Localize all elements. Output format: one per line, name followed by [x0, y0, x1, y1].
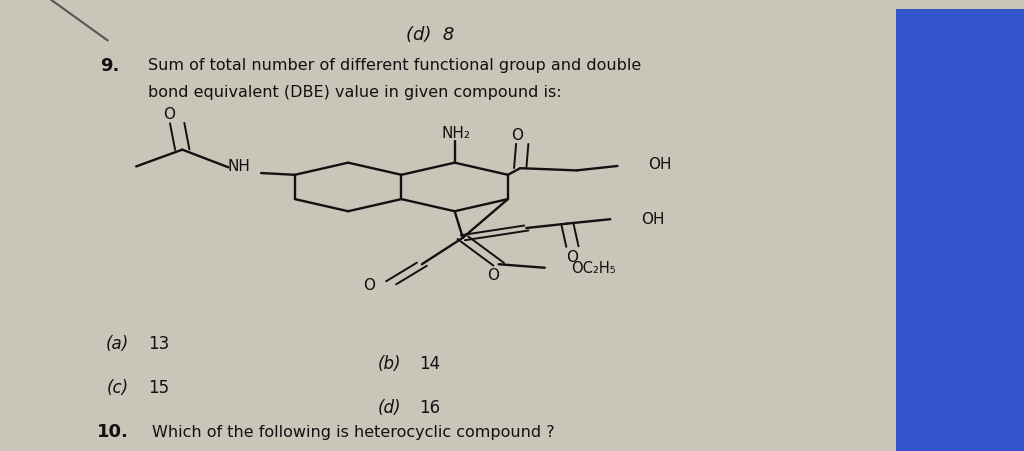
Text: NH₂: NH₂	[441, 126, 470, 141]
Text: O: O	[487, 267, 500, 282]
Text: (b): (b)	[378, 354, 400, 372]
Text: OC₂H₅: OC₂H₅	[571, 261, 616, 276]
Text: O: O	[362, 278, 375, 293]
Text: 15: 15	[148, 378, 169, 396]
Text: 9.: 9.	[100, 56, 120, 74]
Text: O: O	[511, 127, 523, 143]
Text: OH: OH	[648, 157, 672, 172]
Text: bond equivalent (DBE) value in given compound is:: bond equivalent (DBE) value in given com…	[148, 84, 562, 99]
Text: OH: OH	[641, 212, 665, 226]
Text: (d): (d)	[378, 398, 400, 416]
Text: (c): (c)	[106, 378, 129, 396]
Text: Which of the following is heterocyclic compound ?: Which of the following is heterocyclic c…	[152, 423, 554, 439]
Polygon shape	[896, 10, 1024, 451]
Text: O: O	[163, 107, 175, 122]
Text: Sum of total number of different functional group and double: Sum of total number of different functio…	[148, 58, 642, 73]
Text: 14: 14	[420, 354, 440, 372]
Text: (a): (a)	[106, 334, 129, 352]
Text: NH: NH	[227, 158, 250, 173]
Text: 16: 16	[420, 398, 440, 416]
Text: O: O	[566, 249, 579, 264]
Text: (d)  8: (d) 8	[406, 26, 455, 44]
Text: 13: 13	[148, 334, 169, 352]
Text: 10.: 10.	[97, 422, 129, 440]
